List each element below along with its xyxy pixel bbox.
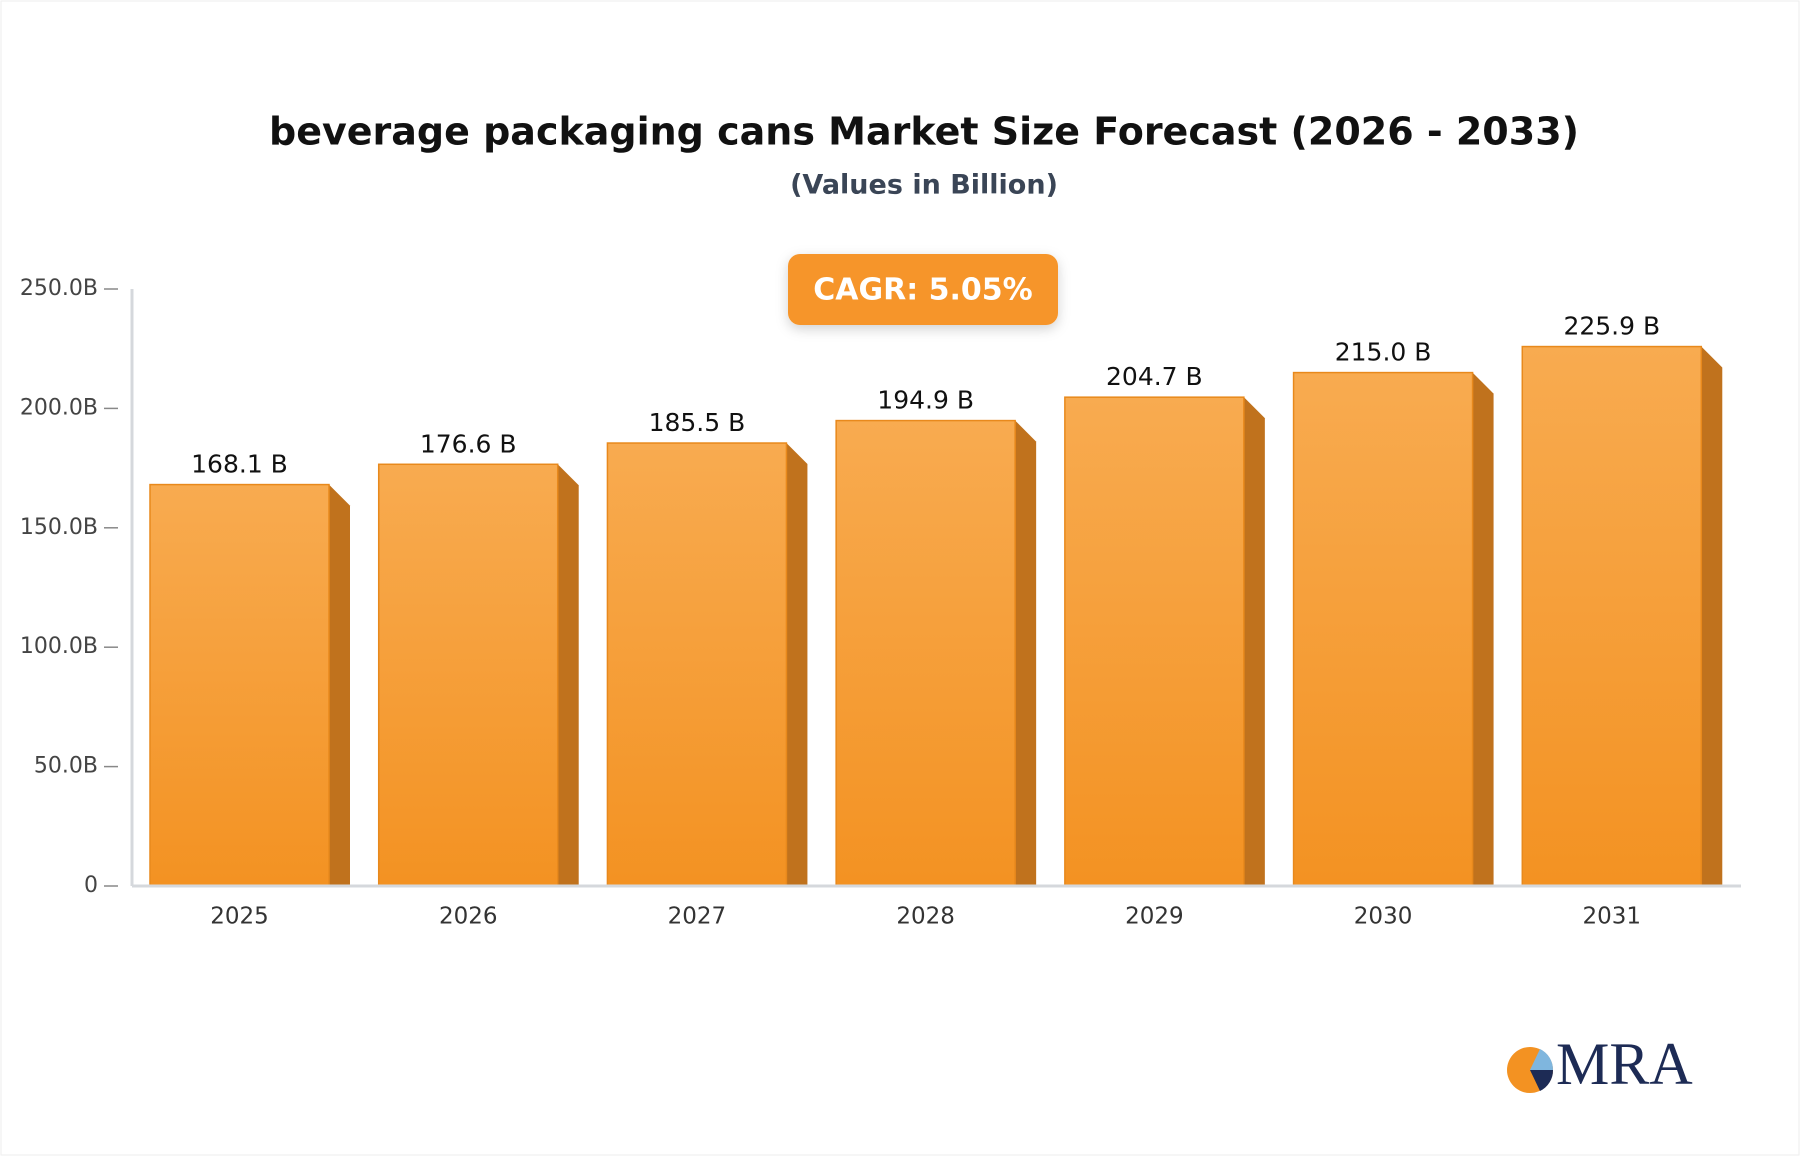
value-label: 225.9 B	[1563, 312, 1660, 341]
x-tick-label: 2027	[668, 904, 727, 930]
cagr-box	[788, 254, 1058, 325]
bar	[377, 463, 559, 887]
logo: MRA	[1507, 1031, 1693, 1097]
chart-subtitle: (Values in Billion)	[790, 170, 1058, 201]
bar	[1292, 371, 1474, 887]
x-tick-label: 2030	[1354, 904, 1413, 930]
bar-group	[835, 419, 1037, 887]
y-tick-label: 50.0B	[34, 754, 98, 779]
x-tick-label: 2026	[439, 904, 498, 930]
bar-side	[557, 464, 579, 886]
cagr-badge: CAGR: 5.05%	[788, 254, 1058, 325]
bar	[149, 483, 330, 887]
bar-group	[1292, 371, 1494, 887]
cagr-text: CAGR: 5.05%	[813, 273, 1032, 308]
logo-text: MRA	[1556, 1031, 1693, 1097]
value-label: 185.5 B	[649, 408, 746, 437]
bar-side	[1472, 372, 1494, 887]
value-label: 194.9 B	[877, 386, 974, 415]
bar-group	[1521, 345, 1723, 887]
logo-icon-slice	[1530, 1070, 1554, 1091]
bar-side	[786, 443, 808, 886]
y-tick-label: 150.0B	[20, 515, 98, 540]
value-label: 168.1 B	[191, 450, 288, 479]
bar-side	[329, 484, 350, 886]
value-label: 215.0 B	[1335, 338, 1432, 367]
y-tick-label: 250.0B	[20, 276, 98, 301]
y-tick-label: 0	[84, 873, 98, 898]
value-label: 204.7 B	[1106, 362, 1203, 391]
y-tick-label: 100.0B	[20, 634, 98, 659]
x-tick-label: 2029	[1125, 904, 1184, 930]
bar-group	[606, 442, 808, 887]
bar-group	[149, 483, 350, 887]
bar-side	[1243, 397, 1265, 886]
y-tick-label: 200.0B	[20, 395, 98, 420]
chart-title: beverage packaging cans Market Size Fore…	[269, 110, 1579, 154]
bar-side	[1015, 420, 1037, 886]
bar-side	[1701, 346, 1723, 887]
x-tick-label: 2025	[210, 904, 269, 930]
logo-icon-slice	[1530, 1049, 1554, 1070]
bar	[606, 442, 788, 887]
x-tick-label: 2031	[1583, 904, 1642, 930]
bar	[835, 419, 1016, 887]
bar	[1064, 396, 1245, 887]
bar	[1521, 345, 1703, 887]
bar-group	[377, 463, 579, 887]
x-tick-label: 2028	[896, 904, 955, 930]
value-label: 176.6 B	[420, 429, 517, 458]
bar-group	[1064, 396, 1265, 887]
